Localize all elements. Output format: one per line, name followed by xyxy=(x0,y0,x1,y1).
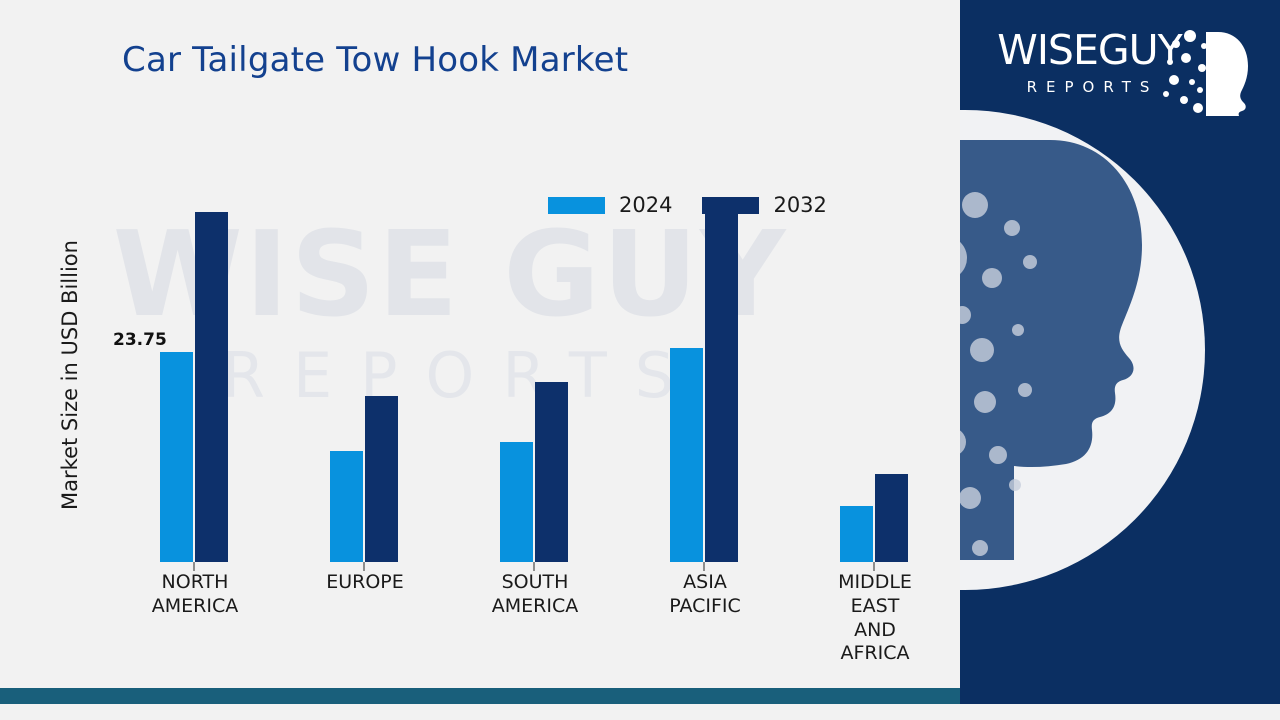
x-axis-category-label: MIDDLE EAST AND AFRICA xyxy=(838,571,912,665)
x-axis-category-label: ASIA PACIFIC xyxy=(669,571,741,617)
bar-2032 xyxy=(365,395,398,562)
bar-2024 xyxy=(330,451,363,562)
logo-head-dots-icon xyxy=(1163,30,1248,116)
bar-2024 xyxy=(670,347,703,562)
logo-secondary-text: REPORTS xyxy=(1026,78,1159,96)
legend-label-2032: 2032 xyxy=(773,193,827,217)
x-axis-tick xyxy=(703,562,705,571)
bar-group: EUROPE xyxy=(305,190,425,593)
x-axis-tick xyxy=(873,562,875,571)
chart-legend: 2024 2032 xyxy=(548,193,827,217)
wiseguy-logo: WISEGUY REPORTS xyxy=(982,26,1252,116)
brand-panel: WISEGUY REPORTS xyxy=(960,0,1280,704)
legend-swatch-2024 xyxy=(548,196,605,214)
bottom-accent-strip xyxy=(0,688,960,704)
y-axis-label: Market Size in USD Billion xyxy=(50,190,90,560)
x-axis-category-label: NORTH AMERICA xyxy=(151,571,239,617)
bar-group: ASIA PACIFIC xyxy=(645,190,765,617)
legend-item-2024: 2024 xyxy=(548,193,672,217)
chart-panel: WISE GUY REPORTS Car Tailgate Tow Hook M… xyxy=(0,40,960,704)
bar-value-label: 23.75 xyxy=(113,329,167,350)
bar-group: SOUTH AMERICA xyxy=(475,190,595,617)
legend-swatch-2032 xyxy=(702,196,760,214)
bar-2024 xyxy=(500,442,533,562)
x-axis-tick xyxy=(193,562,195,571)
page-title: Car Tailgate Tow Hook Market xyxy=(122,40,629,80)
bar-group: 23.75 NORTH AMERICA xyxy=(113,190,255,617)
legend-item-2032: 2032 xyxy=(702,193,827,217)
logo-primary-text: WISEGUY xyxy=(997,26,1182,74)
bar-2024 xyxy=(840,506,873,562)
plot-area: 23.75 NORTH AMERICA EUROPE SOUTH AMERICA ASIA P… xyxy=(95,190,925,664)
bar-2024 xyxy=(160,351,193,562)
network-dots-decoration xyxy=(960,192,1037,556)
x-axis-category-label: EUROPE xyxy=(326,571,404,593)
y-axis-label-text: Market Size in USD Billion xyxy=(58,240,83,510)
x-axis-category-label: SOUTH AMERICA xyxy=(491,571,579,617)
bar-2032 xyxy=(875,474,908,562)
bar-group: MIDDLE EAST AND AFRICA xyxy=(815,190,935,664)
bar-2032 xyxy=(705,212,738,562)
x-axis-tick xyxy=(363,562,365,571)
x-axis-tick xyxy=(533,562,535,571)
bar-2032 xyxy=(535,382,568,562)
bar-2032 xyxy=(195,212,228,562)
legend-label-2024: 2024 xyxy=(619,193,673,217)
